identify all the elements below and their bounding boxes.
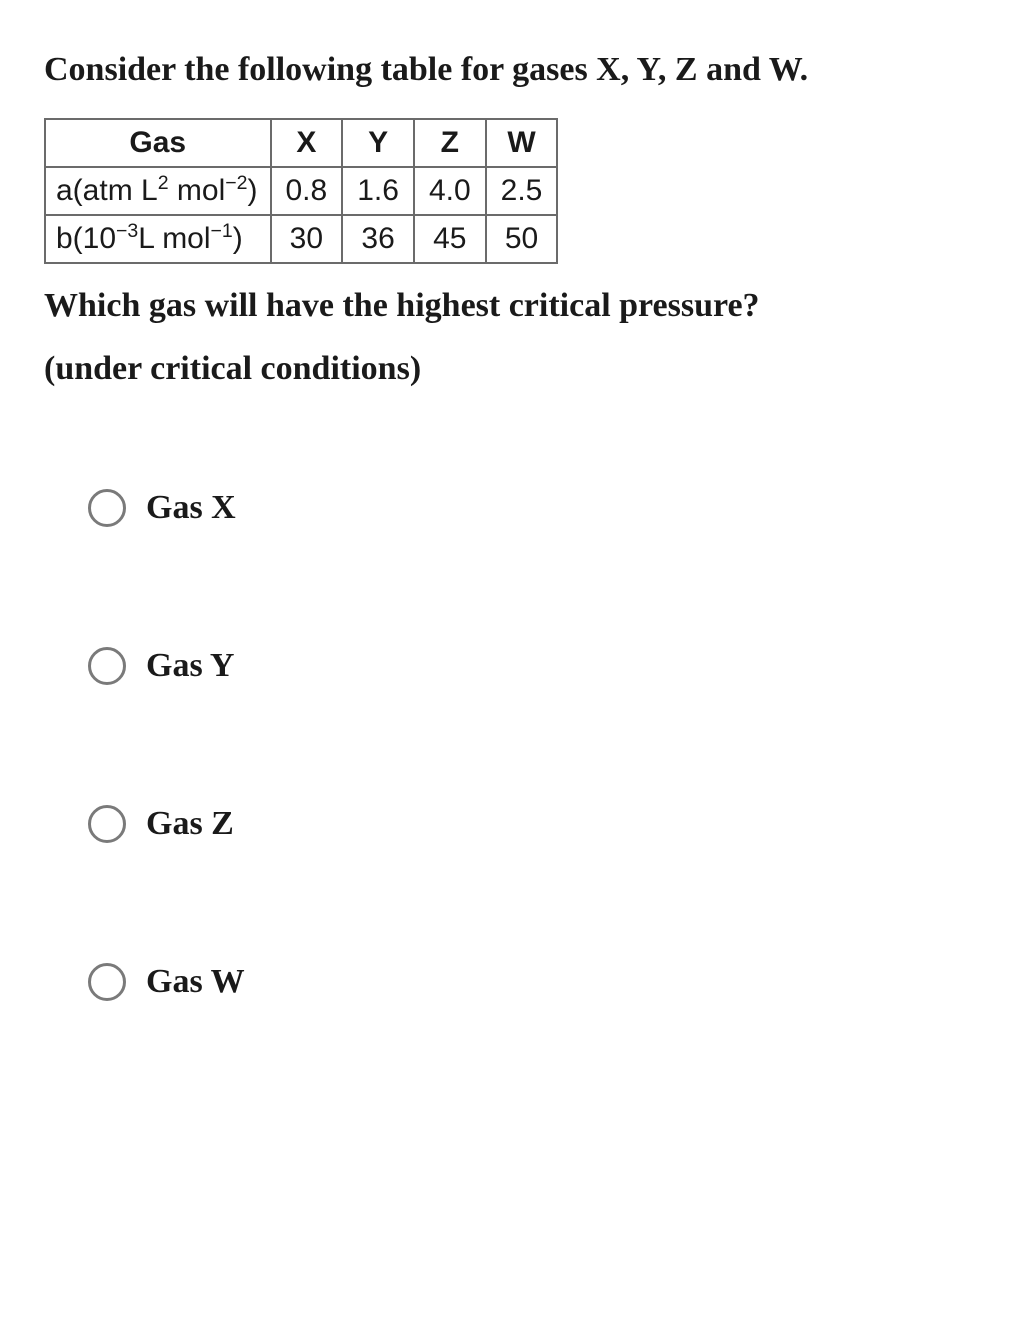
- cell-a-w: 2.5: [486, 167, 558, 215]
- question-followup-1: Which gas will have the highest critical…: [44, 276, 984, 336]
- row-a-label: a(atm L2 mol−2): [45, 167, 271, 215]
- radio-icon[interactable]: [88, 647, 126, 685]
- option-gas-y[interactable]: Gas Y: [88, 647, 984, 685]
- option-label: Gas Y: [146, 647, 234, 685]
- option-label: Gas W: [146, 963, 245, 1001]
- radio-icon[interactable]: [88, 805, 126, 843]
- col-header-y: Y: [342, 119, 414, 167]
- col-header-gas: Gas: [45, 119, 271, 167]
- table-row: a(atm L2 mol−2) 0.8 1.6 4.0 2.5: [45, 167, 557, 215]
- cell-a-y: 1.6: [342, 167, 414, 215]
- cell-a-z: 4.0: [414, 167, 486, 215]
- table-row: b(10−3L mol−1) 30 36 45 50: [45, 215, 557, 263]
- radio-icon[interactable]: [88, 963, 126, 1001]
- question-followup-2: (under critical conditions): [44, 339, 984, 399]
- gas-table: Gas X Y Z W a(atm L2 mol−2) 0.8 1.6 4.0 …: [44, 118, 558, 264]
- option-gas-w[interactable]: Gas W: [88, 963, 984, 1001]
- option-gas-x[interactable]: Gas X: [88, 489, 984, 527]
- col-header-x: X: [271, 119, 343, 167]
- option-label: Gas Z: [146, 805, 234, 843]
- table-header-row: Gas X Y Z W: [45, 119, 557, 167]
- options-group: Gas X Gas Y Gas Z Gas W: [44, 489, 984, 1001]
- cell-b-w: 50: [486, 215, 558, 263]
- question-intro: Consider the following table for gases X…: [44, 40, 984, 100]
- cell-b-z: 45: [414, 215, 486, 263]
- question-page: Consider the following table for gases X…: [0, 0, 1024, 1041]
- option-label: Gas X: [146, 489, 236, 527]
- col-header-w: W: [486, 119, 558, 167]
- option-gas-z[interactable]: Gas Z: [88, 805, 984, 843]
- col-header-z: Z: [414, 119, 486, 167]
- row-b-label: b(10−3L mol−1): [45, 215, 271, 263]
- cell-b-y: 36: [342, 215, 414, 263]
- radio-icon[interactable]: [88, 489, 126, 527]
- cell-a-x: 0.8: [271, 167, 343, 215]
- cell-b-x: 30: [271, 215, 343, 263]
